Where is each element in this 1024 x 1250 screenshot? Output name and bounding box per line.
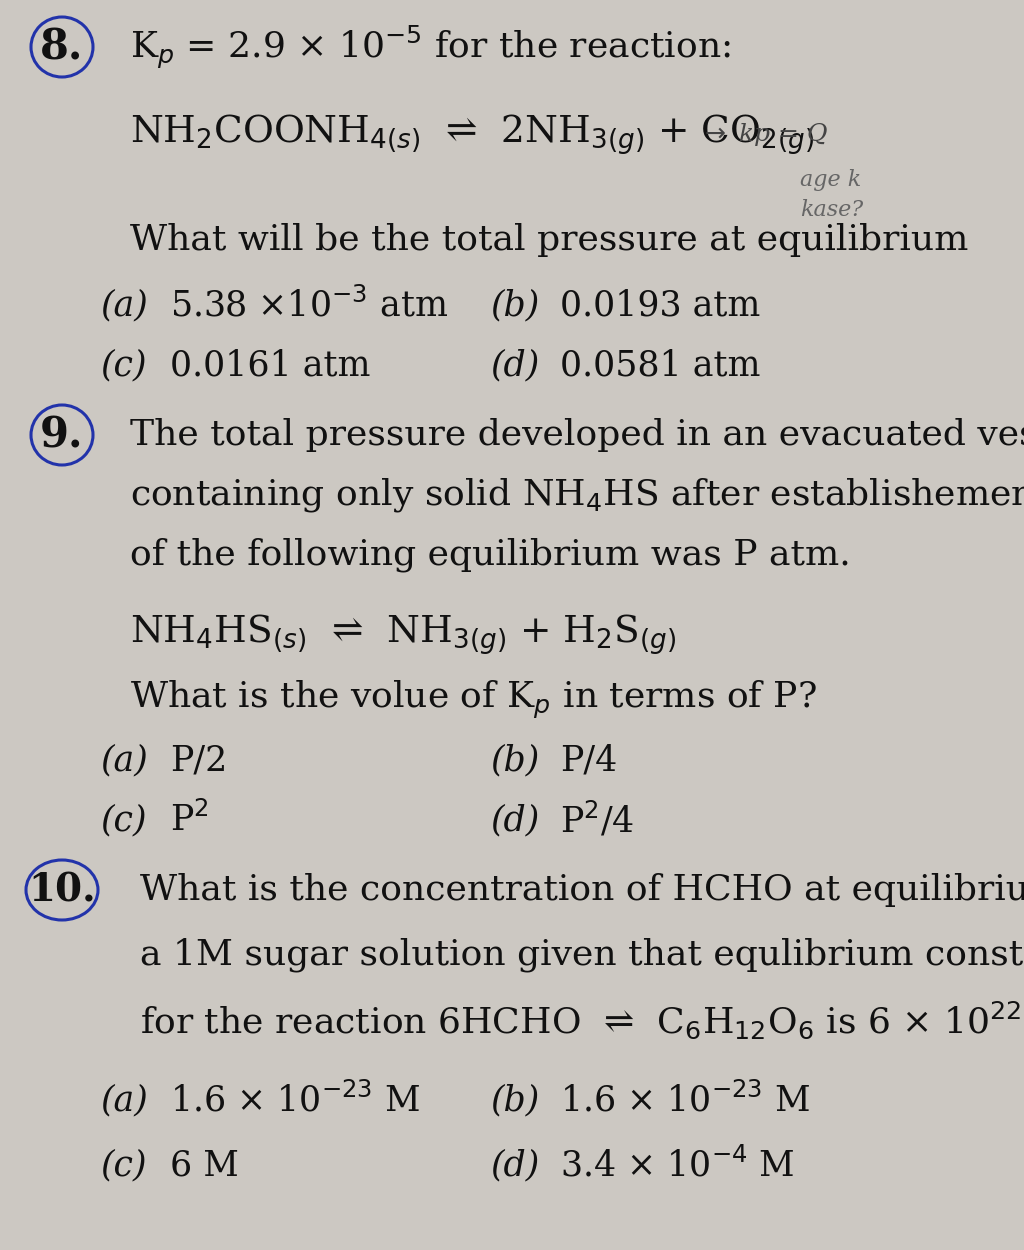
- Text: $\rightarrow$ kp = Q: $\rightarrow$ kp = Q: [700, 121, 828, 149]
- Text: (d): (d): [490, 348, 540, 382]
- Text: (a): (a): [100, 742, 147, 778]
- Text: (d): (d): [490, 802, 540, 838]
- Text: (a): (a): [100, 288, 147, 322]
- Text: 0.0161 atm: 0.0161 atm: [170, 348, 371, 382]
- Text: 5.38 ×10$^{-3}$ atm: 5.38 ×10$^{-3}$ atm: [170, 288, 449, 322]
- Text: P$^2$: P$^2$: [170, 802, 209, 838]
- Text: NH$_4$HS$_{(s)}$  ⇌  NH$_{3(g)}$ + H$_2$S$_{(g)}$: NH$_4$HS$_{(s)}$ ⇌ NH$_{3(g)}$ + H$_2$S$…: [130, 612, 677, 658]
- Text: age k: age k: [800, 169, 861, 191]
- Text: 9.: 9.: [40, 414, 84, 456]
- Text: 0.0581 atm: 0.0581 atm: [560, 348, 761, 382]
- Text: 3.4 × 10$^{-4}$ M: 3.4 × 10$^{-4}$ M: [560, 1148, 795, 1182]
- Text: (a): (a): [100, 1082, 147, 1118]
- Text: 0.0193 atm: 0.0193 atm: [560, 288, 761, 322]
- Text: 1.6 × 10$^{-23}$ M: 1.6 × 10$^{-23}$ M: [170, 1082, 420, 1118]
- Text: 6 M: 6 M: [170, 1148, 239, 1182]
- Text: (c): (c): [100, 802, 146, 838]
- Text: (c): (c): [100, 1148, 146, 1182]
- Text: P/2: P/2: [170, 742, 227, 778]
- Text: What is the concentration of HCHO at equilibrium in: What is the concentration of HCHO at equ…: [140, 872, 1024, 907]
- Text: kase?: kase?: [800, 199, 863, 221]
- Text: 8.: 8.: [40, 26, 84, 68]
- Text: P$^2$/4: P$^2$/4: [560, 800, 634, 840]
- Text: for the reaction 6HCHO  ⇌  C$_6$H$_{12}$O$_6$ is 6 × 10$^{22}$: for the reaction 6HCHO ⇌ C$_6$H$_{12}$O$…: [140, 999, 1021, 1041]
- Text: 10.: 10.: [29, 871, 96, 909]
- Text: (c): (c): [100, 348, 146, 382]
- Text: (d): (d): [490, 1148, 540, 1182]
- Text: NH$_2$COONH$_{4(s)}$  ⇌  2NH$_{3(g)}$ + CO$_{2(g)}$: NH$_2$COONH$_{4(s)}$ ⇌ 2NH$_{3(g)}$ + CO…: [130, 112, 814, 158]
- Text: (b): (b): [490, 742, 540, 778]
- Text: The total pressure developed in an evacuated vessel: The total pressure developed in an evacu…: [130, 418, 1024, 452]
- Text: What is the volue of K$_p$ in terms of P?: What is the volue of K$_p$ in terms of P…: [130, 679, 817, 721]
- Text: (b): (b): [490, 288, 540, 322]
- Text: K$_p$ = 2.9 × 10$^{-5}$ for the reaction:: K$_p$ = 2.9 × 10$^{-5}$ for the reaction…: [130, 24, 731, 71]
- Text: a 1M sugar solution given that equlibrium constant: a 1M sugar solution given that equlibriu…: [140, 938, 1024, 972]
- Text: 1.6 × 10$^{-23}$ M: 1.6 × 10$^{-23}$ M: [560, 1082, 810, 1118]
- Text: (b): (b): [490, 1082, 540, 1118]
- Text: P/4: P/4: [560, 742, 617, 778]
- Text: of the following equilibrium was P atm.: of the following equilibrium was P atm.: [130, 538, 851, 572]
- Text: containing only solid NH$_4$HS after establishement: containing only solid NH$_4$HS after est…: [130, 476, 1024, 514]
- Text: What will be the total pressure at equilibrium: What will be the total pressure at equil…: [130, 222, 969, 258]
